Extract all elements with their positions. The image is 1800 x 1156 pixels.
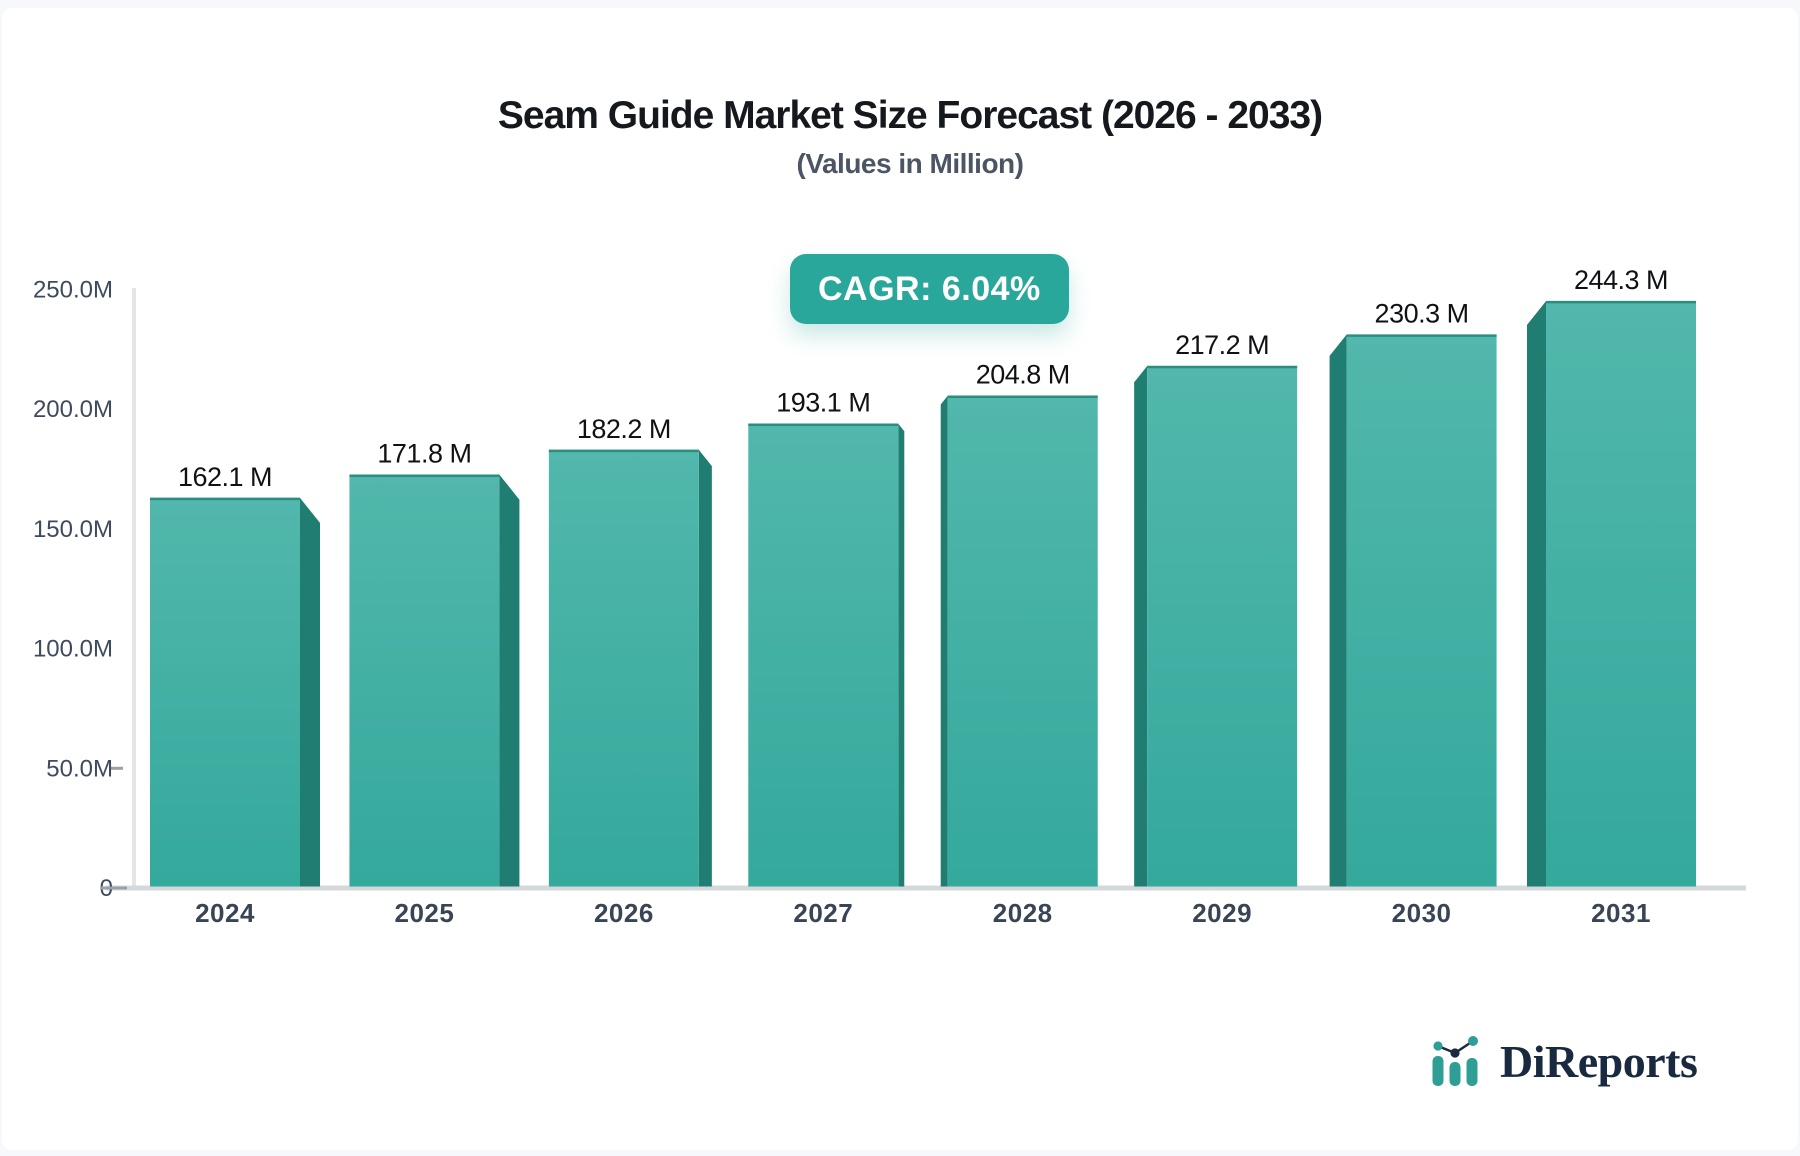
bar-side-panel [1134, 366, 1148, 887]
bar[interactable] [748, 423, 899, 887]
category-label: 2027 [793, 898, 853, 928]
logo-dot-left [1433, 1041, 1443, 1051]
bar[interactable] [947, 395, 1098, 887]
bar-value-label: 230.3 M [1375, 299, 1469, 329]
y-tick-label: 250.0M [33, 277, 113, 304]
category-label: 2029 [1192, 898, 1252, 928]
bar[interactable] [1546, 301, 1697, 887]
category-label: 2030 [1392, 898, 1452, 928]
category-label: 2028 [993, 898, 1053, 928]
bar-value-label: 182.2 M [577, 414, 671, 444]
y-tick-label: 200.0M [33, 396, 113, 423]
logo-bar-middle [1449, 1062, 1461, 1086]
logo-dot-middle [1450, 1048, 1460, 1058]
bar-side-panel [499, 474, 520, 887]
cagr-badge: CAGR: 6.04% [790, 254, 1069, 324]
y-tick-label: 100.0M [33, 636, 113, 663]
logo-dot-right [1468, 1036, 1478, 1046]
bar-value-label: 244.3 M [1574, 265, 1668, 295]
bar[interactable] [1147, 366, 1298, 887]
logo-text: DiReports [1500, 1035, 1698, 1087]
logo-bar-right [1466, 1058, 1478, 1086]
chart-title: Seam Guide Market Size Forecast (2026 - … [497, 94, 1323, 137]
category-label: 2025 [395, 898, 455, 928]
bar[interactable] [1346, 334, 1497, 887]
y-tick-label: 50.0M [46, 755, 113, 782]
bar-side-panel [300, 497, 320, 887]
mini-bar-chart-icon [1432, 1036, 1478, 1086]
bar[interactable] [548, 449, 699, 887]
y-tick-label: 150.0M [33, 516, 113, 543]
bar[interactable] [150, 497, 300, 887]
category-label: 2026 [594, 898, 654, 928]
bar-value-label: 171.8 M [377, 439, 471, 469]
bar-side-panel [1527, 301, 1547, 887]
cagr-badge-label: CAGR: 6.04% [818, 269, 1041, 308]
logo-bar-left [1432, 1056, 1444, 1086]
bar-side-panel [1329, 334, 1347, 887]
bar-side-panel [698, 449, 712, 887]
bar-side-panel [940, 395, 948, 887]
bar-value-label: 204.8 M [976, 360, 1070, 390]
bars-layer [150, 300, 1697, 887]
category-label: 2031 [1591, 898, 1651, 928]
bar[interactable] [349, 474, 500, 887]
bar-value-label: 162.1 M [178, 462, 272, 492]
labels-layer: 162.1 M 2024 171.8 M 2025 182.2 M 2026 193.1 M… [178, 265, 1669, 928]
direports-logo: DiReports [1428, 1034, 1698, 1088]
bar-value-label: 217.2 M [1175, 330, 1269, 360]
bar-side-panel [898, 423, 905, 887]
bar-value-label: 193.1 M [776, 388, 870, 418]
category-label: 2024 [195, 898, 255, 928]
chart-subtitle: (Values in Million) [796, 148, 1024, 179]
